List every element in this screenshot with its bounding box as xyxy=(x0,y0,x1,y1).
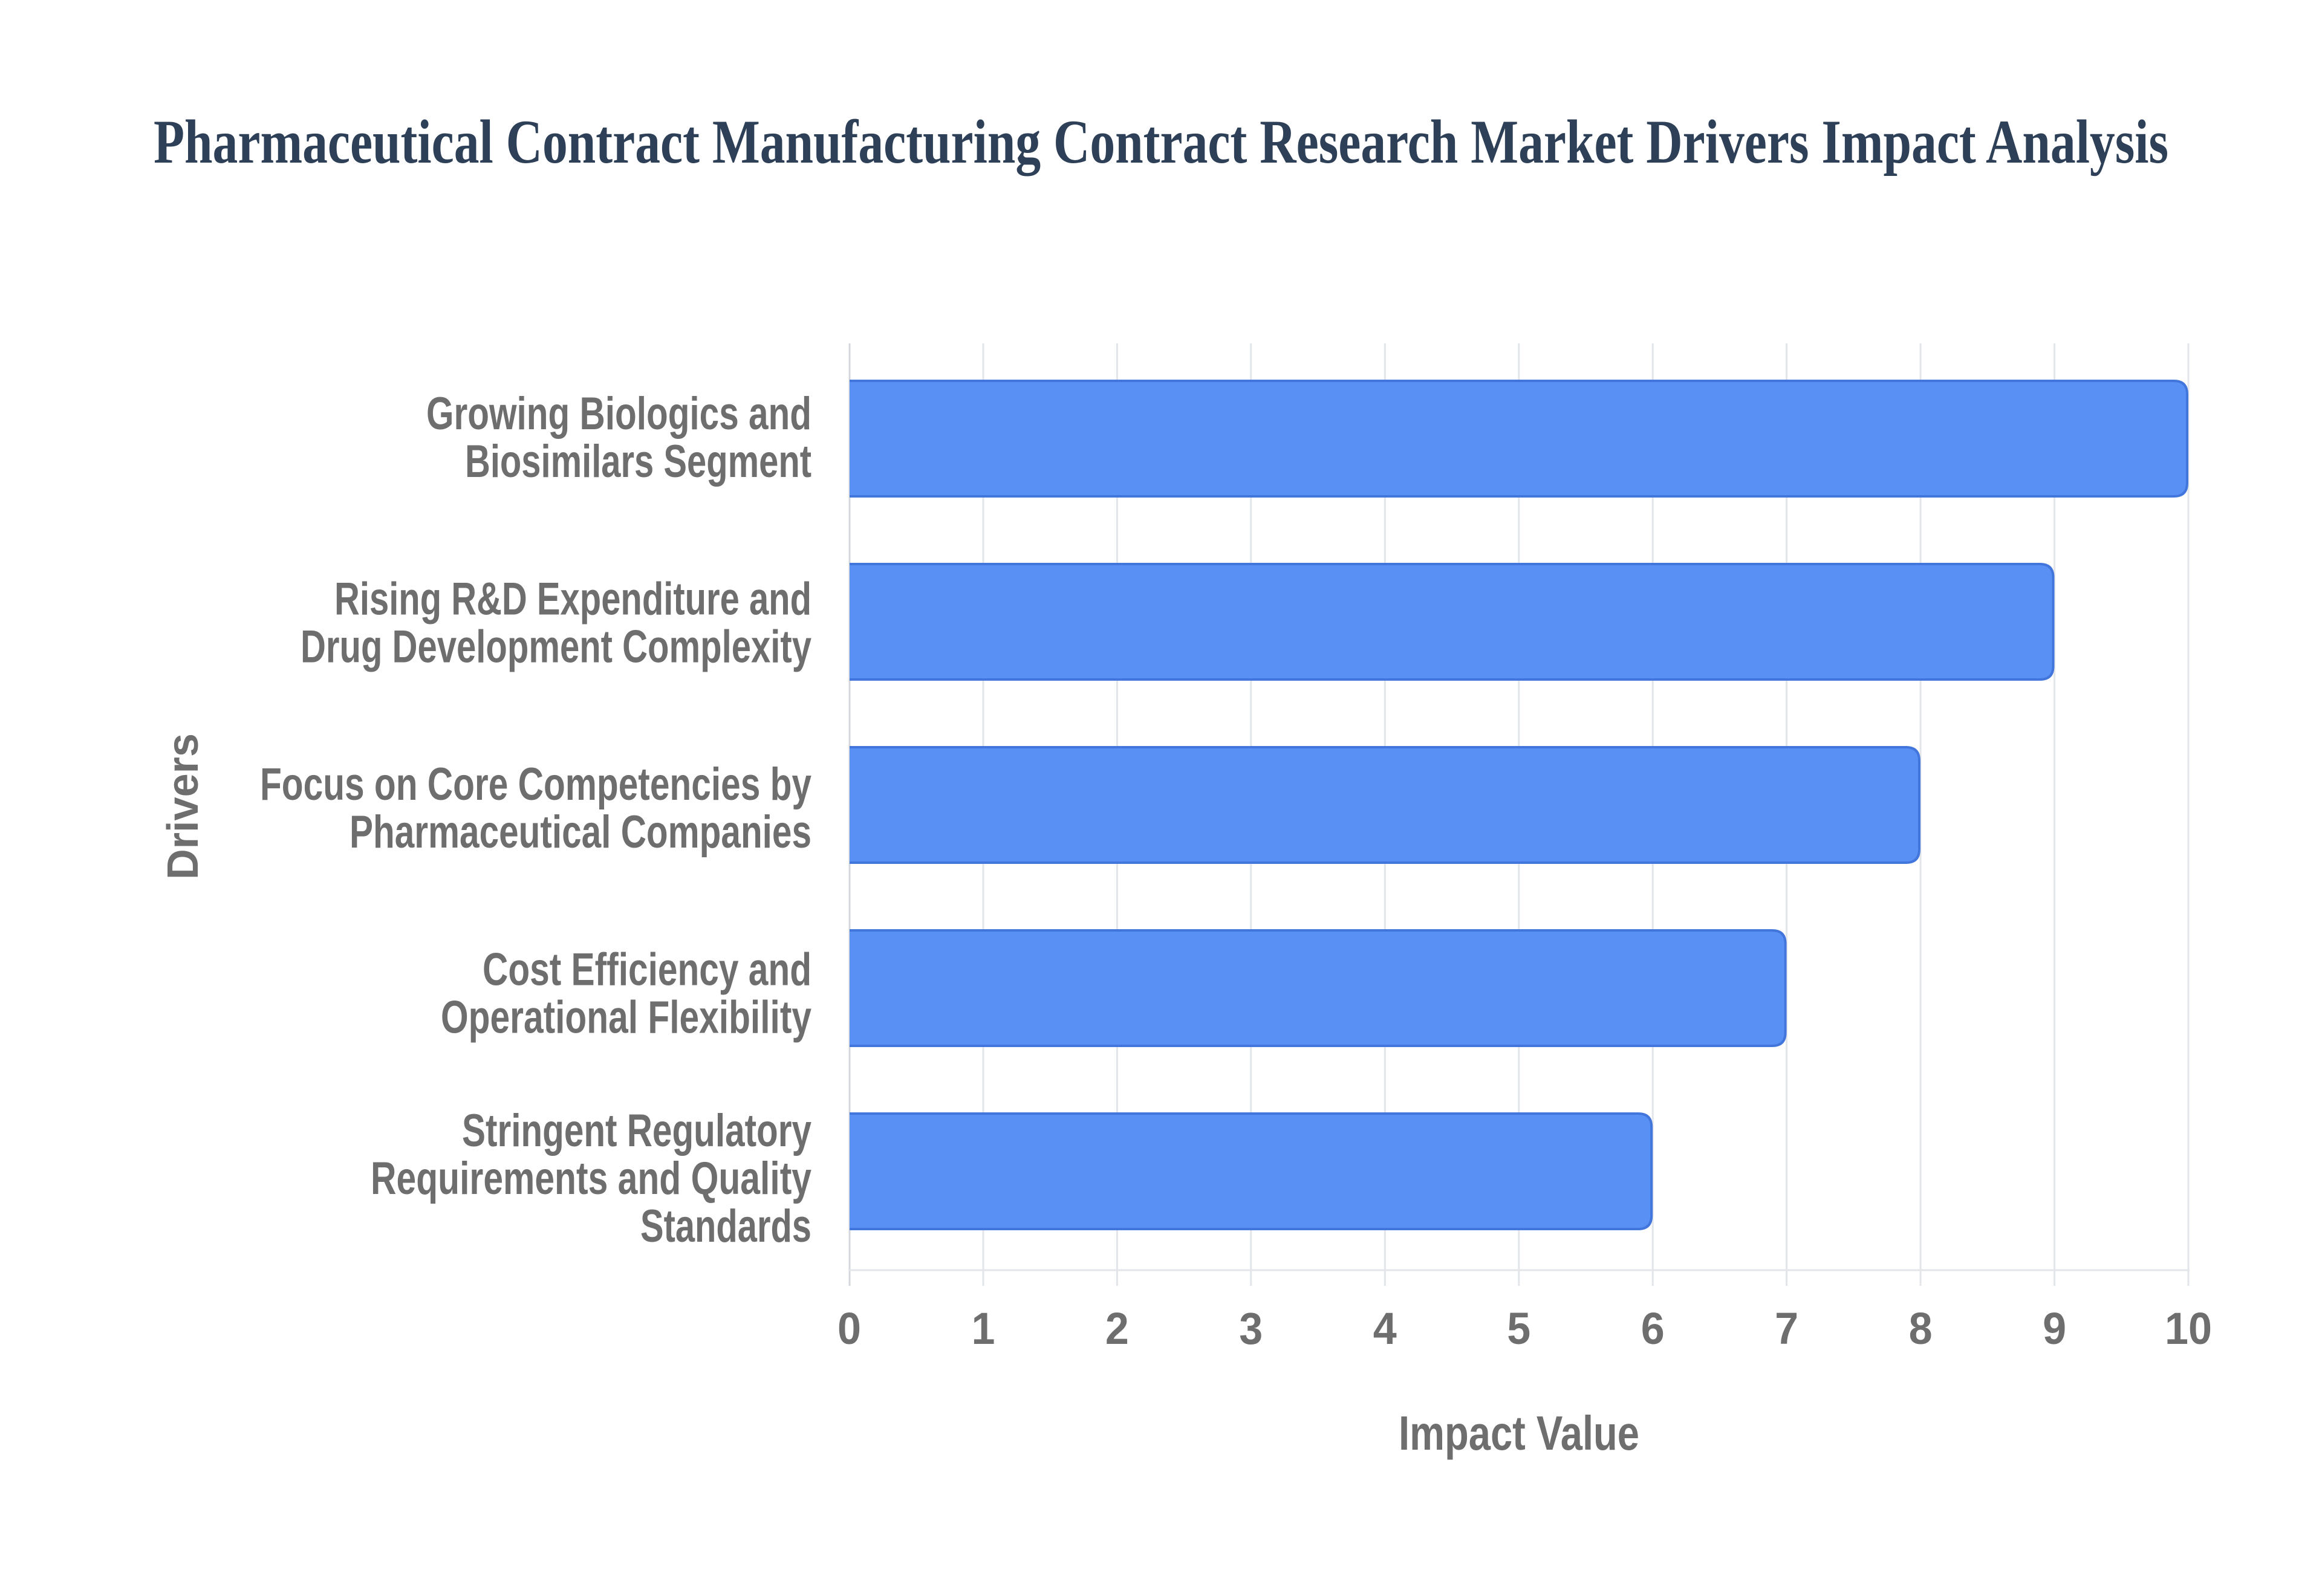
svg-text:Biosimilars Segment: Biosimilars Segment xyxy=(465,436,811,487)
svg-text:0: 0 xyxy=(837,1303,861,1354)
svg-text:Standards: Standards xyxy=(640,1201,811,1252)
svg-text:Drivers: Drivers xyxy=(159,733,207,880)
svg-text:Drug Development Complexity: Drug Development Complexity xyxy=(301,621,811,672)
svg-text:Operational Flexibility: Operational Flexibility xyxy=(441,991,811,1043)
svg-text:8: 8 xyxy=(1909,1303,1933,1354)
svg-text:Cost Efficiency and: Cost Efficiency and xyxy=(483,944,811,995)
svg-text:Pharmaceutical Companies: Pharmaceutical Companies xyxy=(350,806,811,858)
svg-text:5: 5 xyxy=(1507,1303,1530,1354)
svg-text:2: 2 xyxy=(1105,1303,1129,1354)
svg-text:9: 9 xyxy=(2043,1303,2066,1354)
svg-text:4: 4 xyxy=(1373,1303,1397,1354)
svg-text:Growing Biologics and: Growing Biologics and xyxy=(426,388,811,440)
svg-text:3: 3 xyxy=(1239,1303,1263,1354)
svg-text:Pharmaceutical Contract Manufa: Pharmaceutical Contract Manufacturing Co… xyxy=(154,108,2168,177)
svg-text:7: 7 xyxy=(1775,1303,1798,1354)
svg-text:1: 1 xyxy=(972,1303,995,1354)
svg-text:6: 6 xyxy=(1641,1303,1665,1354)
svg-text:Impact Value: Impact Value xyxy=(1399,1406,1639,1460)
svg-text:Stringent Regulatory: Stringent Regulatory xyxy=(462,1105,811,1156)
svg-text:Focus on Core Competencies by: Focus on Core Competencies by xyxy=(260,759,811,810)
svg-text:10: 10 xyxy=(2165,1303,2212,1354)
svg-text:Requirements and Quality: Requirements and Quality xyxy=(371,1153,811,1204)
svg-text:Rising R&D Expenditure and: Rising R&D Expenditure and xyxy=(334,573,811,624)
